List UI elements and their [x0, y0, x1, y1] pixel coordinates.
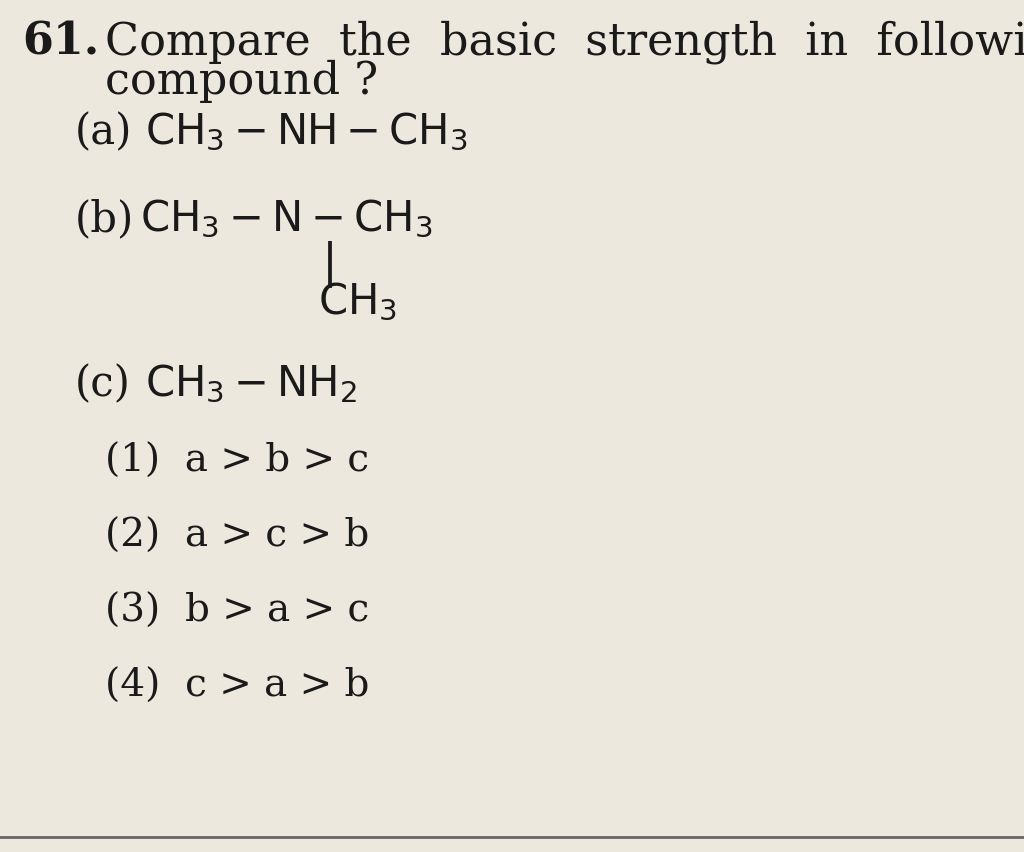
Text: (3)  b > a > c: (3) b > a > c — [105, 592, 370, 630]
Text: (1)  a > b > c: (1) a > b > c — [105, 442, 369, 480]
Text: $\mathrm{CH_3 - NH - CH_3}$: $\mathrm{CH_3 - NH - CH_3}$ — [145, 111, 468, 153]
Text: |: | — [322, 241, 338, 288]
Text: (b): (b) — [75, 198, 134, 239]
Text: 61.: 61. — [22, 20, 99, 63]
Text: compound ?: compound ? — [105, 60, 378, 103]
Text: (2)  a > c > b: (2) a > c > b — [105, 517, 370, 555]
Text: (4)  c > a > b: (4) c > a > b — [105, 667, 370, 704]
Text: $\mathrm{CH_3 - N - CH_3}$: $\mathrm{CH_3 - N - CH_3}$ — [140, 198, 433, 240]
Text: (a): (a) — [75, 111, 132, 153]
Text: $\mathrm{CH_3}$: $\mathrm{CH_3}$ — [318, 280, 397, 323]
Text: $\mathrm{CH_3 - NH_2}$: $\mathrm{CH_3 - NH_2}$ — [145, 363, 357, 405]
Text: Compare  the  basic  strength  in  following: Compare the basic strength in following — [105, 20, 1024, 64]
Text: (c): (c) — [75, 363, 131, 405]
